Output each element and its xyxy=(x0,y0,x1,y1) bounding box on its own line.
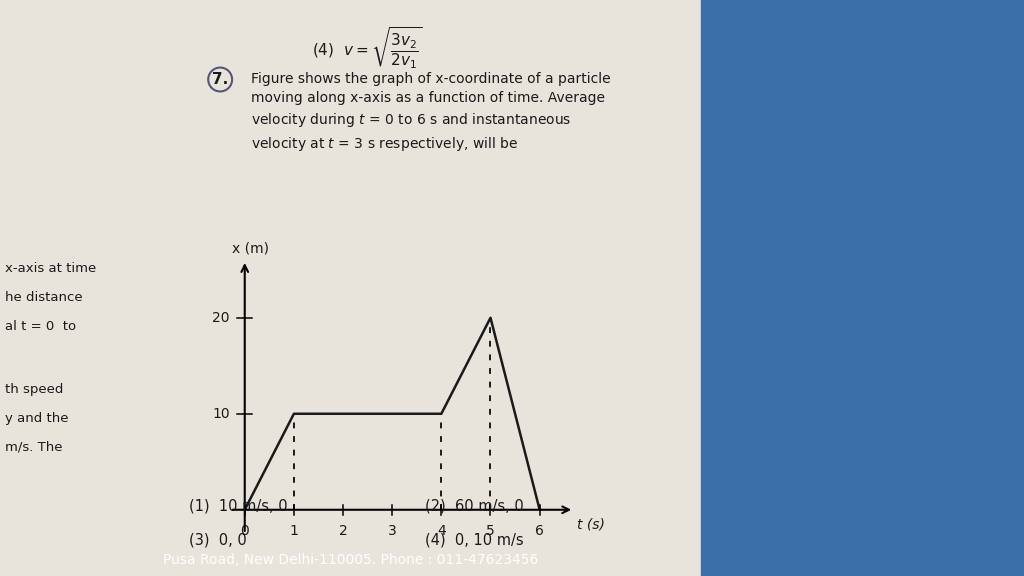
Text: t (s): t (s) xyxy=(577,517,604,531)
Text: 5: 5 xyxy=(486,524,495,538)
Text: x-axis at time: x-axis at time xyxy=(5,262,96,275)
Text: Figure shows the graph of x-coordinate of a particle
moving along x-axis as a fu: Figure shows the graph of x-coordinate o… xyxy=(251,72,610,153)
Text: 2: 2 xyxy=(339,524,347,538)
Text: 1: 1 xyxy=(290,524,298,538)
Text: m/s. The: m/s. The xyxy=(5,441,62,454)
Text: 10: 10 xyxy=(212,407,230,420)
Text: (2)  60 m/s, 0: (2) 60 m/s, 0 xyxy=(425,498,523,513)
Text: x (m): x (m) xyxy=(232,241,269,255)
Text: (4)  0, 10 m/s: (4) 0, 10 m/s xyxy=(425,533,523,548)
Text: 7.: 7. xyxy=(212,72,228,87)
Text: al t = 0  to: al t = 0 to xyxy=(5,320,76,333)
Text: 0: 0 xyxy=(241,524,249,538)
Text: 4: 4 xyxy=(437,524,445,538)
Text: (3)  0, 0: (3) 0, 0 xyxy=(189,533,247,548)
Text: th speed: th speed xyxy=(5,383,63,396)
Text: 6: 6 xyxy=(536,524,544,538)
Text: Pusa Road, New Delhi-110005. Phone : 011-47623456: Pusa Road, New Delhi-110005. Phone : 011… xyxy=(163,553,539,567)
Text: y and the: y and the xyxy=(5,412,69,425)
Text: he distance: he distance xyxy=(5,291,83,304)
Text: 20: 20 xyxy=(213,311,230,325)
Text: 3: 3 xyxy=(388,524,396,538)
Text: (4)  $v = \sqrt{\dfrac{3v_2}{2v_1}}$: (4) $v = \sqrt{\dfrac{3v_2}{2v_1}}$ xyxy=(312,26,423,71)
Text: (1)  10 m/s, 0: (1) 10 m/s, 0 xyxy=(189,498,288,513)
